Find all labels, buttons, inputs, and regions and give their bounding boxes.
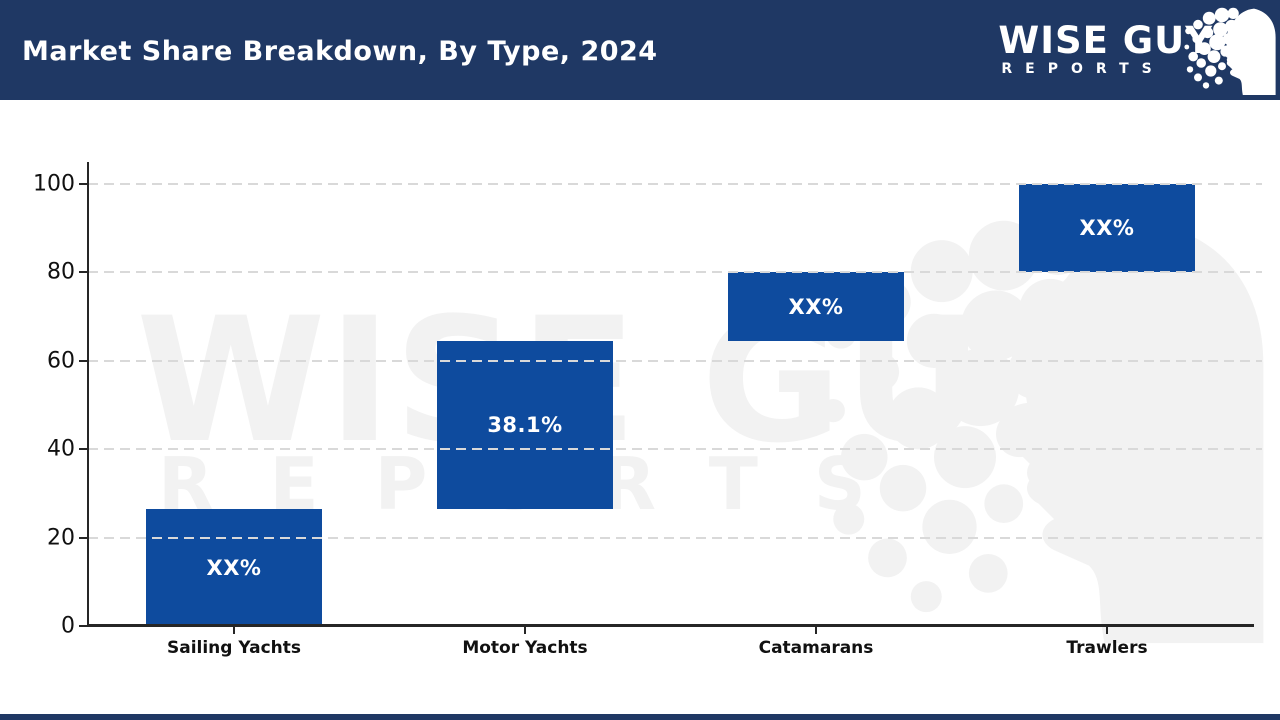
category-label-catamarans: Catamarans [758,638,874,658]
y-axis-spine [87,162,89,626]
y-tick-label-100: 100 [33,171,75,197]
y-tick-0 [79,625,88,627]
gridline-40 [88,448,1262,450]
y-tick-40 [79,448,88,450]
bar-sailing-yachts: XX% [146,509,322,626]
logo-face-icon [1184,7,1276,95]
logo-wordmark: WISE GUY REPORTS [998,22,1213,77]
x-axis-line [87,624,1254,627]
bar-value-label-catamarans: XX% [788,294,844,319]
gridline-100 [88,183,1262,185]
footer-bar [0,714,1280,720]
y-tick-80 [79,271,88,273]
x-tick-sailing-yachts [233,626,235,634]
category-label-motor-yachts: Motor Yachts [462,638,588,658]
x-tick-catamarans [815,626,817,634]
category-label-sailing-yachts: Sailing Yachts [166,638,302,658]
y-tick-20 [79,537,88,539]
wiseguy-logo: WISE GUY REPORTS [998,0,1280,100]
bar-catamarans: XX% [728,272,904,341]
y-tick-label-80: 80 [47,259,75,285]
bar-trawlers: XX% [1019,184,1195,272]
header-bar: Market Share Breakdown, By Type, 2024 WI… [0,0,1280,100]
chart-title: Market Share Breakdown, By Type, 2024 [22,36,658,67]
gridline-20 [88,537,1262,539]
bar-value-label-sailing-yachts: XX% [206,555,262,580]
x-tick-trawlers [1106,626,1108,634]
gridline-80 [88,271,1262,273]
bar-value-label-trawlers: XX% [1079,216,1135,240]
x-tick-motor-yachts [524,626,526,634]
logo-brand-text: WISE GUY [998,19,1213,62]
y-tick-60 [79,360,88,362]
logo-sub-text: REPORTS [1001,61,1165,77]
bar-value-label-motor-yachts: 38.1% [487,413,563,437]
y-tick-label-60: 60 [47,348,75,374]
y-tick-100 [79,183,88,185]
bar-motor-yachts: 38.1% [437,341,613,509]
category-label-trawlers: Trawlers [1066,638,1148,658]
y-tick-label-20: 20 [47,525,75,551]
gridline-60 [88,360,1262,362]
y-tick-label-40: 40 [47,436,75,462]
y-tick-label-0: 0 [61,613,75,639]
